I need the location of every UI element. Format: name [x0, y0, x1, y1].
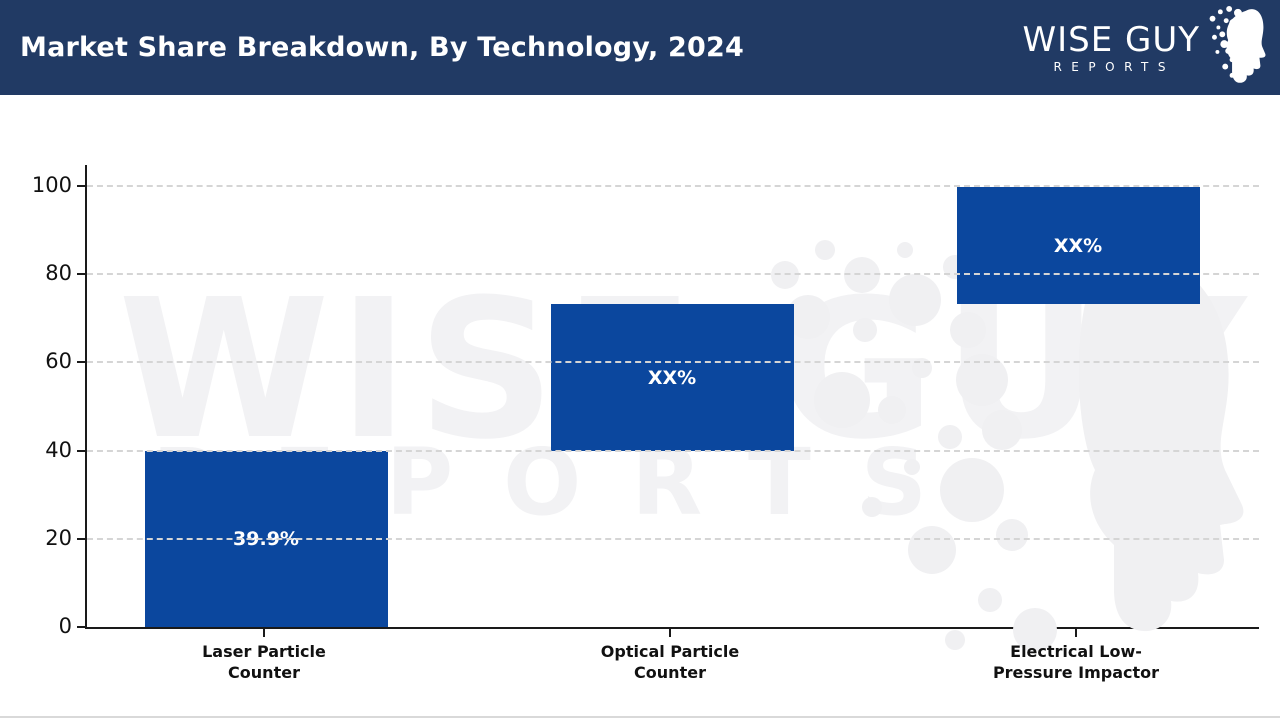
y-tick-mark	[77, 273, 85, 276]
gridline	[87, 537, 1259, 540]
x-category-label: Electrical Low- Pressure Impactor	[992, 642, 1160, 682]
bar-value-label: XX%	[1053, 234, 1103, 257]
y-tick-mark	[77, 626, 85, 628]
logo: WISE GUY REPORTS	[1022, 5, 1266, 91]
x-category-label: Laser Particle Counter	[202, 642, 326, 682]
x-tick-mark	[263, 629, 265, 637]
gridline	[87, 449, 1259, 452]
x-tick-mark	[1075, 629, 1077, 637]
y-tick-label: 100	[31, 173, 72, 197]
dotted-face-profile-icon	[1209, 5, 1266, 83]
gridline	[87, 273, 1259, 276]
y-tick-label: 80	[45, 261, 72, 286]
x-category-label: Optical Particle Counter	[600, 642, 740, 682]
bar-value-label: XX%	[647, 366, 697, 389]
gridline	[87, 361, 1259, 364]
y-tick-label: 40	[45, 437, 72, 462]
watermark-face-icon	[767, 240, 1244, 652]
bar-3: XX%	[956, 186, 1200, 305]
y-tick-mark	[77, 361, 85, 364]
y-tick-mark	[77, 185, 85, 187]
plot-area: 39.9% XX% XX%	[85, 165, 1259, 629]
chart-area: WISE GUY REPORTS 39.9% XX% XX% 0 20 40 60 80 10…	[0, 95, 1280, 715]
logo-wordmark: WISE GUY	[1022, 19, 1200, 60]
y-tick-label: 20	[45, 525, 72, 550]
y-tick-label: 0	[58, 614, 72, 638]
y-tick-mark	[77, 537, 85, 540]
page-title: Market Share Breakdown, By Technology, 2…	[20, 32, 745, 63]
logo-text: WISE GUY REPORTS	[1022, 23, 1200, 73]
y-tick-mark	[77, 449, 85, 452]
x-tick-mark	[669, 629, 671, 637]
bottom-rule	[0, 716, 1280, 718]
y-tick-label: 60	[45, 349, 72, 374]
logo-subtext: REPORTS	[1053, 59, 1175, 74]
bar-2: XX%	[550, 304, 794, 452]
gridline	[87, 185, 1259, 187]
header: Market Share Breakdown, By Technology, 2…	[0, 0, 1280, 95]
